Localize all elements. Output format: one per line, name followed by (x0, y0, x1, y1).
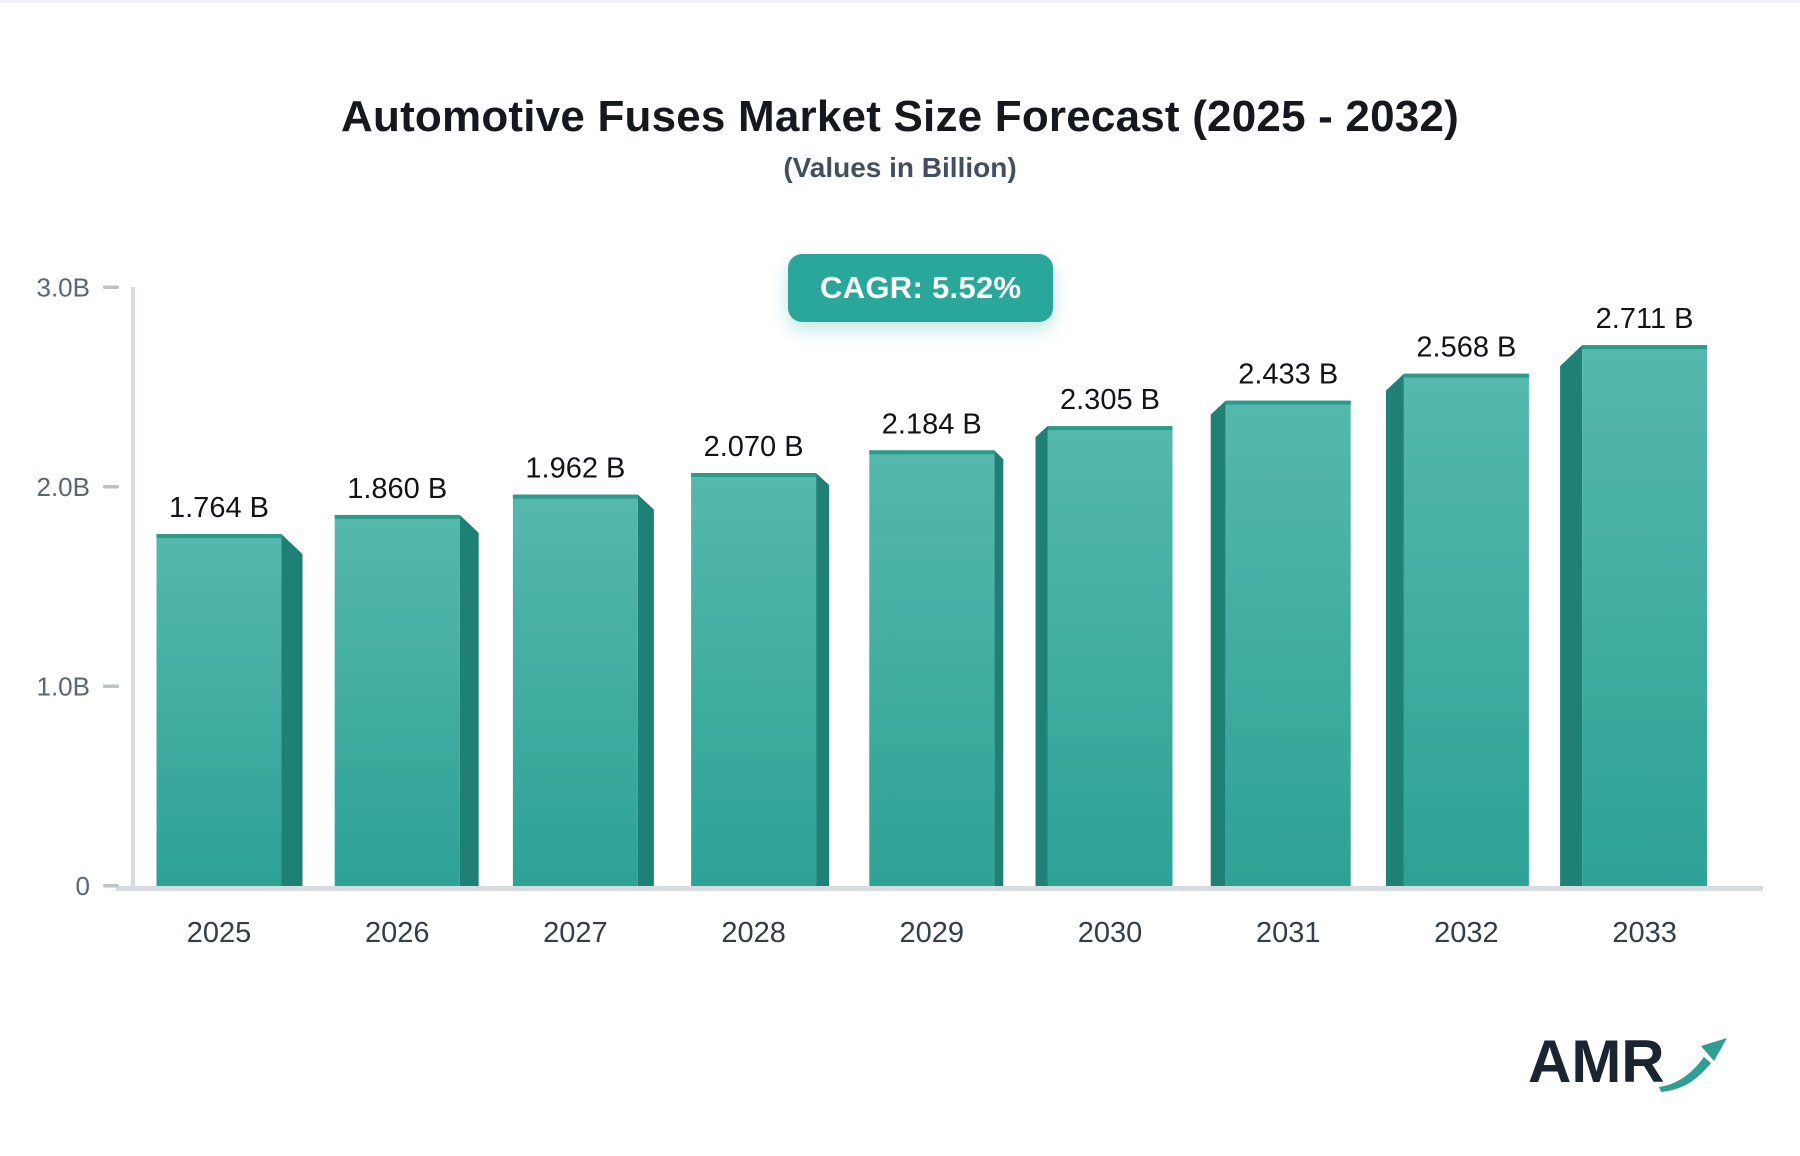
top-border-strip (0, 0, 1800, 3)
bar-value-label: 1.962 B (525, 453, 625, 485)
chart-subtitle: (Values in Billion) (783, 152, 1017, 183)
bar-side-face (994, 450, 1004, 886)
bar-value-label: 1.860 B (347, 473, 447, 505)
bar-face (1403, 373, 1529, 887)
bar-2030 (1035, 426, 1173, 886)
bar-top-edge (691, 473, 817, 478)
y-tick-label: 2.0B (37, 472, 91, 502)
bar-top-edge (334, 514, 460, 519)
x-category-label: 2030 (1078, 917, 1143, 949)
y-tick-label: 3.0B (37, 273, 91, 303)
cagr-badge: CAGR: 5.52% (788, 254, 1054, 322)
amr-logo-arrow-icon (1658, 1038, 1727, 1092)
bar-face (156, 534, 282, 886)
bar-value-label: 2.568 B (1416, 332, 1516, 364)
bar-2028 (691, 473, 830, 886)
bar-top-edge (1047, 426, 1173, 431)
bar-top-edge (156, 534, 282, 539)
bar-face (1225, 400, 1351, 886)
cagr-badge-label: CAGR: 5.52% (820, 270, 1022, 305)
bar-2033 (1560, 345, 1708, 886)
x-category-label: 2032 (1434, 917, 1499, 949)
bar-2026 (334, 514, 479, 886)
bar-side-face (281, 534, 303, 886)
amr-logo-text: AMR (1528, 1028, 1665, 1095)
bar-side-face (1385, 373, 1404, 887)
x-category-label: 2026 (365, 917, 430, 949)
y-tick-mark (103, 485, 119, 489)
bar-value-label: 1.764 B (169, 492, 269, 524)
bar-2025 (156, 534, 303, 886)
bar-face (1582, 345, 1708, 886)
bar-side-face (816, 473, 830, 886)
bar-2027 (512, 494, 654, 886)
bar-side-face (1035, 426, 1048, 886)
x-axis-line (116, 886, 1763, 891)
bars-layer (156, 345, 1708, 887)
bar-side-face (1560, 345, 1583, 886)
bar-top-edge (869, 450, 995, 455)
bar-top-edge (1225, 400, 1351, 405)
x-category-label: 2031 (1256, 917, 1321, 949)
labels-layer: 1.764 B 2025 1.860 B 2026 1.962 B 2027 2.070 B… (169, 303, 1694, 949)
y-axis-line (131, 287, 135, 889)
bar-face (512, 494, 638, 886)
bar-side-face (637, 494, 654, 886)
bar-value-label: 2.433 B (1238, 359, 1338, 391)
y-tick-mark (103, 285, 119, 289)
y-tick-label: 1.0B (37, 672, 91, 702)
y-tick-label: 0 (76, 871, 90, 901)
bar-value-label: 2.184 B (882, 408, 982, 440)
x-category-label: 2027 (543, 917, 608, 949)
bar-2031 (1210, 400, 1351, 886)
bar-side-face (1210, 400, 1226, 886)
bar-top-edge (1403, 373, 1529, 378)
bar-value-label: 2.711 B (1596, 303, 1694, 335)
bar-face (334, 514, 460, 886)
bar-top-edge (1582, 345, 1708, 350)
x-category-label: 2029 (900, 917, 965, 949)
y-tick-mark (103, 684, 119, 688)
bar-value-label: 2.070 B (704, 431, 804, 463)
bar-2029 (869, 450, 1004, 886)
axis-layer: 0 1.0B 2.0B 3.0B (37, 273, 1763, 901)
bar-face (691, 473, 817, 886)
x-category-label: 2025 (187, 917, 252, 949)
amr-logo: AMR (1528, 1032, 1731, 1098)
bar-face (1047, 426, 1173, 886)
x-category-label: 2033 (1612, 917, 1677, 949)
bar-value-label: 2.305 B (1060, 384, 1160, 416)
y-tick-mark (103, 884, 119, 888)
x-category-label: 2028 (721, 917, 786, 949)
bar-side-face (459, 514, 479, 886)
bar-2032 (1385, 373, 1529, 887)
bar-face (869, 450, 995, 886)
bar-top-edge (512, 494, 638, 499)
chart-title: Automotive Fuses Market Size Forecast (2… (341, 92, 1459, 141)
